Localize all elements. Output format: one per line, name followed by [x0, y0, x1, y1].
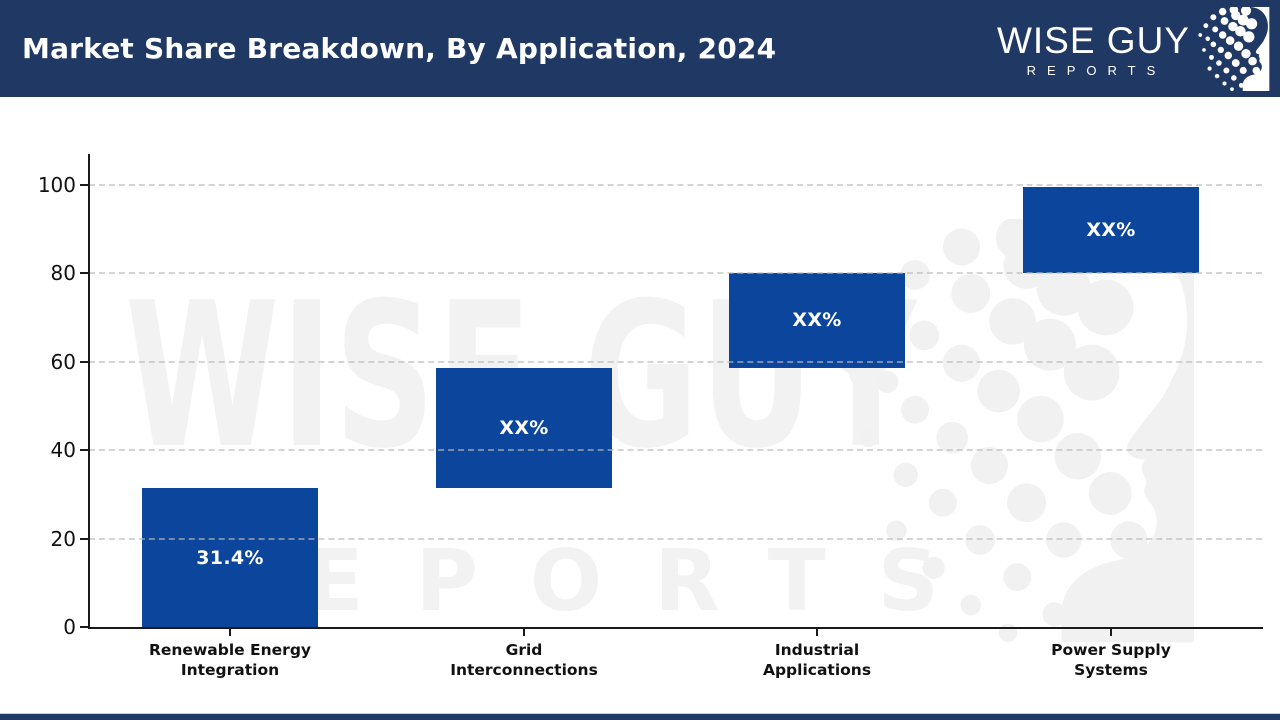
- bar-segment: 31.4%: [142, 488, 318, 627]
- x-category-label-line: Applications: [762, 661, 872, 680]
- y-tick-label: 0: [63, 615, 76, 639]
- bar-segment: XX%: [436, 367, 612, 489]
- y-tick-mark: [80, 360, 88, 363]
- logo-text: WISE GUY REPORTS: [997, 20, 1190, 78]
- x-category-label-line: Integration: [180, 661, 280, 680]
- logo-wordmark: WISE GUY: [996, 20, 1190, 61]
- x-category-label-line: Interconnections: [450, 661, 598, 680]
- bar-value-label: XX%: [792, 309, 842, 332]
- x-category-label: Power Supply Systems: [981, 640, 1241, 681]
- y-tick-label: 100: [37, 172, 76, 197]
- y-tick-mark: [80, 537, 88, 540]
- y-tick-label: 20: [50, 526, 76, 551]
- y-tick-mark: [80, 449, 88, 451]
- logo-tagline: REPORTS: [1026, 63, 1167, 78]
- y-tick-label: 80: [50, 261, 76, 285]
- y-tick-mark: [80, 626, 88, 628]
- x-axis-line: [88, 627, 1263, 629]
- bar-segment: XX%: [1023, 187, 1199, 273]
- ticks-layer: [0, 97, 1280, 714]
- y-axis-line: [88, 154, 90, 629]
- labels-layer: 0 20 40 60 80 100 Renewable Energy Integration G…: [0, 97, 1280, 714]
- x-tick-mark: [816, 629, 818, 636]
- header-bar: Market Share Breakdown, By Application, …: [0, 0, 1280, 97]
- x-tick-mark: [523, 629, 525, 636]
- bar-value-label: XX%: [499, 416, 549, 439]
- bar-value-label: 31.4%: [196, 546, 264, 569]
- y-tick-mark: [80, 272, 88, 274]
- chart-title: Market Share Breakdown, By Application, …: [22, 32, 777, 65]
- x-category-label-line: Renewable Energy: [148, 641, 312, 659]
- bars-layer: 31.4% XX% XX% XX%: [0, 97, 1280, 714]
- x-category-label-line: Systems: [1074, 661, 1148, 680]
- wiseguy-logo: WISE GUY REPORTS: [997, 6, 1270, 92]
- y-tick-mark: [80, 183, 88, 186]
- bar-value-label: XX%: [1086, 218, 1136, 241]
- x-category-label-line: Industrial: [774, 641, 860, 659]
- x-tick-mark: [1110, 629, 1112, 636]
- x-category-label: Renewable Energy Integration: [100, 640, 360, 681]
- y-tick-label: 40: [50, 438, 76, 462]
- logo-head-icon: [1198, 7, 1270, 91]
- plot-area: WISE GUY REPORTS 31.4% XX% XX% XX% 0 20 40 60 8…: [0, 97, 1280, 714]
- x-category-label-line: Grid: [505, 641, 543, 659]
- x-category-label: Grid Interconnections: [394, 640, 654, 681]
- x-tick-mark: [229, 629, 231, 636]
- x-category-label-line: Power Supply: [1051, 641, 1171, 659]
- y-tick-label: 60: [50, 349, 76, 374]
- x-category-label: Industrial Applications: [687, 640, 947, 681]
- footer-bar: [0, 713, 1280, 720]
- bar-segment: XX%: [729, 272, 905, 368]
